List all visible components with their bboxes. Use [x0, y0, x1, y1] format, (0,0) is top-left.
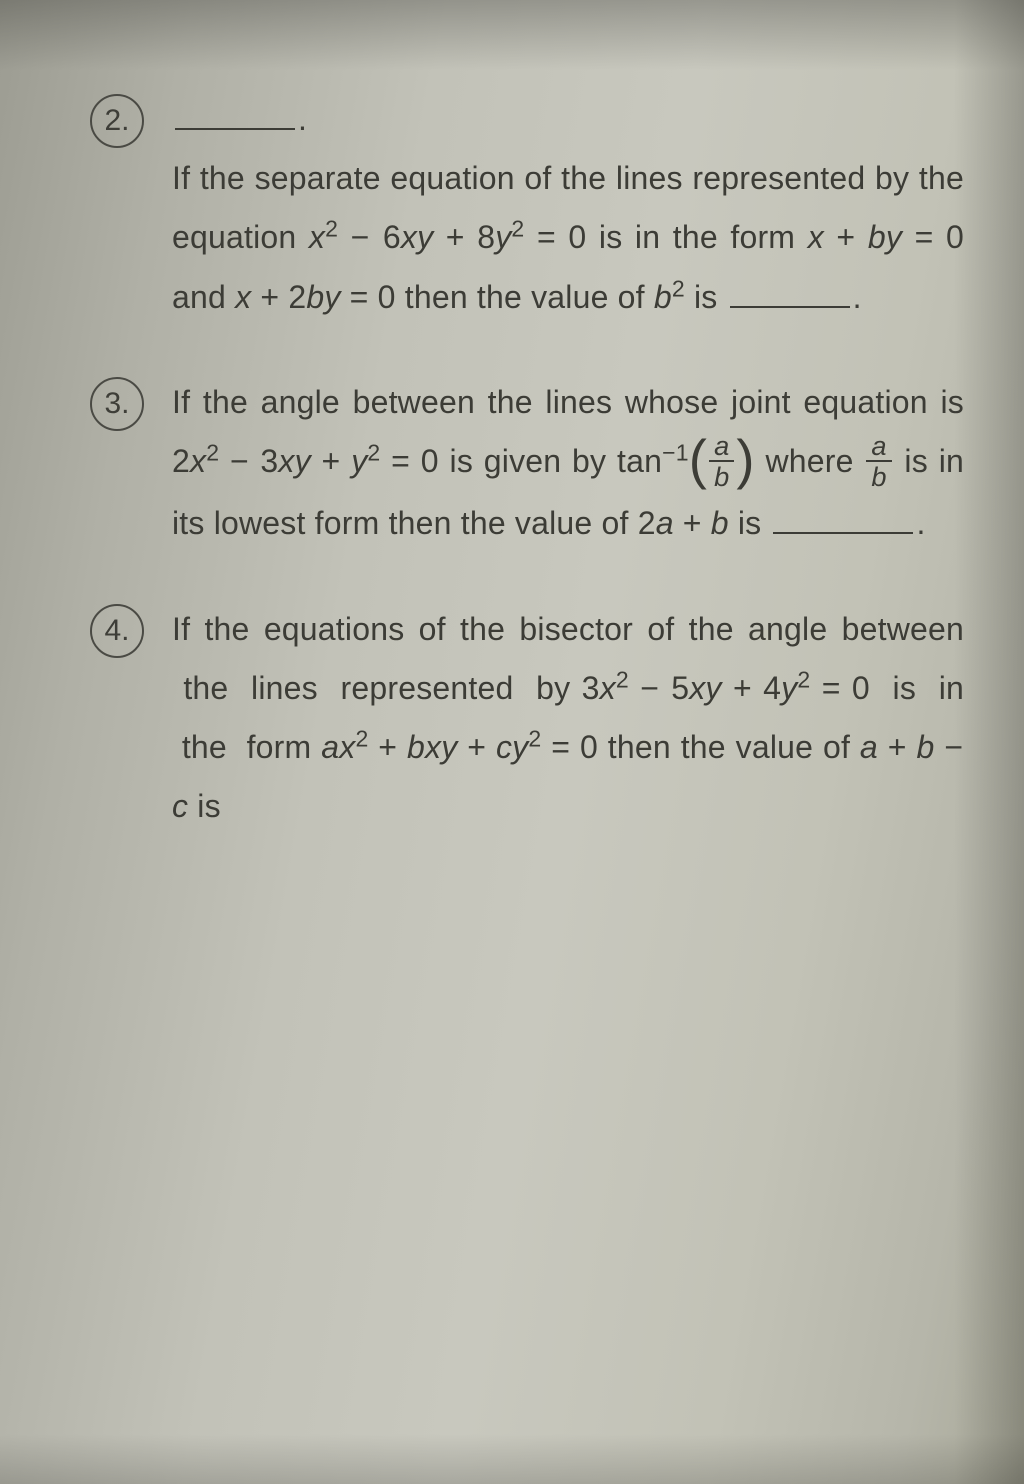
page-shadow-right — [954, 0, 1024, 1484]
question-row: 2. . If the separate equation of the lin… — [90, 90, 964, 327]
question-row: 3. If the angle between the lines whose … — [90, 373, 964, 554]
fill-blank — [730, 288, 850, 308]
fraction: ab — [709, 431, 734, 493]
question-number-badge: 3. — [90, 377, 144, 431]
question-number: 4. — [104, 614, 129, 648]
question-number: 2. — [104, 104, 129, 138]
page-shadow-bottom — [0, 1434, 1024, 1484]
question-text: If the angle between the lines whose joi… — [172, 373, 964, 554]
question-number-badge: 2. — [90, 94, 144, 148]
question-number-badge: 4. — [90, 604, 144, 658]
textbook-page: 2. . If the separate equation of the lin… — [0, 0, 1024, 1484]
question-text: . If the separate equation of the lines … — [172, 90, 964, 327]
page-shadow-top — [0, 0, 1024, 70]
question-text: If the equations of the bisector of the … — [172, 600, 964, 837]
fraction: ab — [866, 431, 891, 493]
fill-blank — [175, 110, 295, 130]
question-number: 3. — [104, 387, 129, 421]
question-row: 4. If the equations of the bisector of t… — [90, 600, 964, 837]
fill-blank — [773, 515, 913, 535]
